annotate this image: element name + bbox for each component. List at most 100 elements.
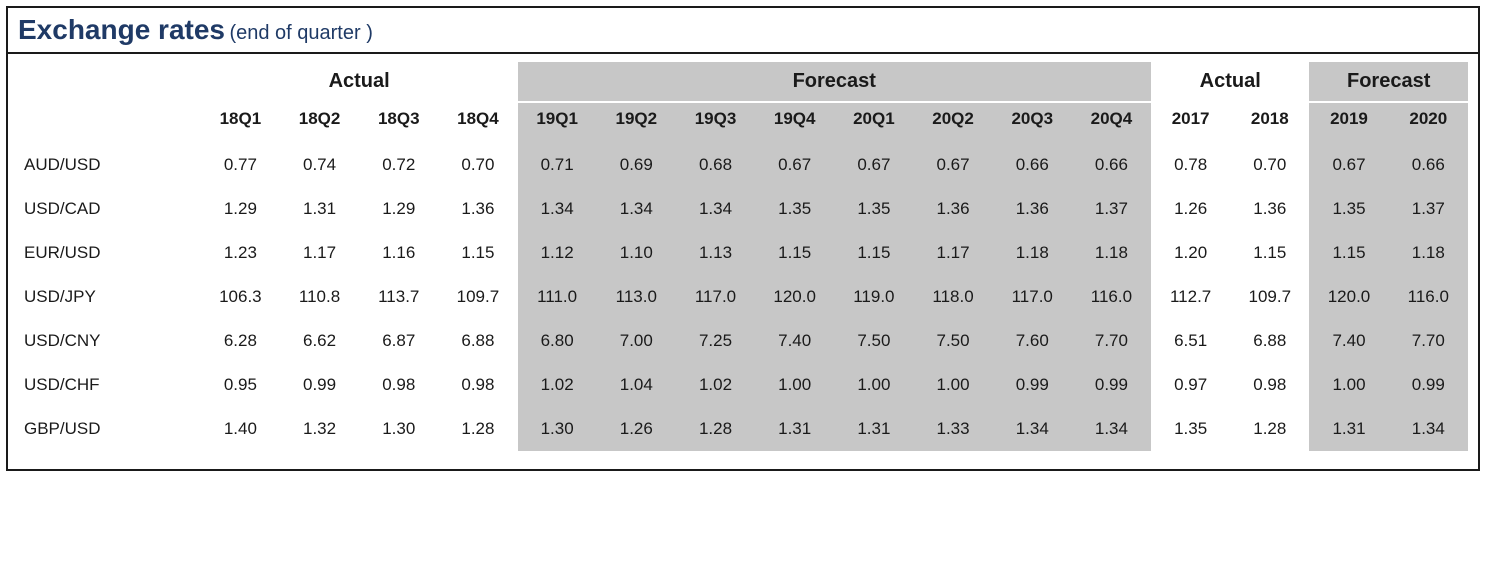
data-cell: 1.35 <box>1309 187 1388 231</box>
data-cell: 7.50 <box>913 319 992 363</box>
table-row: AUD/USD0.770.740.720.700.710.690.680.670… <box>18 143 1468 187</box>
column-header: 2017 <box>1151 102 1230 143</box>
data-cell: 1.15 <box>834 231 913 275</box>
data-cell: 1.31 <box>1309 407 1388 451</box>
table-row: USD/JPY106.3110.8113.7109.7111.0113.0117… <box>18 275 1468 319</box>
data-cell: 7.25 <box>676 319 755 363</box>
data-cell: 1.18 <box>1389 231 1468 275</box>
data-cell: 1.34 <box>518 187 597 231</box>
data-cell: 0.99 <box>280 363 359 407</box>
table-wrap: ActualForecastActualForecast 18Q118Q218Q… <box>8 54 1478 469</box>
data-cell: 1.28 <box>1230 407 1309 451</box>
data-cell: 1.17 <box>913 231 992 275</box>
data-cell: 110.8 <box>280 275 359 319</box>
group-header: Forecast <box>1309 62 1468 102</box>
data-cell: 0.78 <box>1151 143 1230 187</box>
data-cell: 0.74 <box>280 143 359 187</box>
data-cell: 112.7 <box>1151 275 1230 319</box>
data-cell: 0.69 <box>597 143 676 187</box>
exchange-rates-table: ActualForecastActualForecast 18Q118Q218Q… <box>18 62 1468 451</box>
data-cell: 106.3 <box>201 275 280 319</box>
data-cell: 1.40 <box>201 407 280 451</box>
data-cell: 1.34 <box>597 187 676 231</box>
column-header: 18Q3 <box>359 102 438 143</box>
column-header: 19Q3 <box>676 102 755 143</box>
column-header: 20Q4 <box>1072 102 1151 143</box>
data-cell: 1.34 <box>993 407 1072 451</box>
data-cell: 7.70 <box>1072 319 1151 363</box>
data-cell: 120.0 <box>755 275 834 319</box>
data-cell: 0.99 <box>1389 363 1468 407</box>
data-cell: 6.62 <box>280 319 359 363</box>
data-cell: 113.0 <box>597 275 676 319</box>
row-label: USD/CNY <box>18 319 201 363</box>
data-cell: 0.68 <box>676 143 755 187</box>
data-cell: 1.34 <box>1072 407 1151 451</box>
column-header: 18Q4 <box>438 102 517 143</box>
group-header-blank <box>18 62 201 102</box>
column-header: 20Q1 <box>834 102 913 143</box>
data-cell: 1.10 <box>597 231 676 275</box>
data-cell: 7.50 <box>834 319 913 363</box>
data-cell: 1.32 <box>280 407 359 451</box>
data-cell: 1.34 <box>676 187 755 231</box>
data-cell: 1.35 <box>1151 407 1230 451</box>
data-cell: 1.35 <box>834 187 913 231</box>
data-cell: 119.0 <box>834 275 913 319</box>
data-cell: 0.95 <box>201 363 280 407</box>
data-cell: 0.67 <box>834 143 913 187</box>
data-cell: 7.60 <box>993 319 1072 363</box>
group-header: Actual <box>1151 62 1309 102</box>
data-cell: 1.16 <box>359 231 438 275</box>
row-label: EUR/USD <box>18 231 201 275</box>
data-cell: 1.36 <box>1230 187 1309 231</box>
data-cell: 0.67 <box>1309 143 1388 187</box>
column-header: 18Q1 <box>201 102 280 143</box>
data-cell: 1.37 <box>1389 187 1468 231</box>
column-header: 20Q2 <box>913 102 992 143</box>
data-cell: 0.98 <box>438 363 517 407</box>
data-cell: 1.02 <box>518 363 597 407</box>
data-cell: 0.99 <box>1072 363 1151 407</box>
data-cell: 1.33 <box>913 407 992 451</box>
data-cell: 0.66 <box>1072 143 1151 187</box>
data-cell: 109.7 <box>438 275 517 319</box>
data-cell: 1.36 <box>438 187 517 231</box>
data-cell: 1.31 <box>280 187 359 231</box>
data-cell: 117.0 <box>676 275 755 319</box>
data-cell: 0.98 <box>1230 363 1309 407</box>
data-cell: 1.20 <box>1151 231 1230 275</box>
column-header: 20Q3 <box>993 102 1072 143</box>
table-row: EUR/USD1.231.171.161.151.121.101.131.151… <box>18 231 1468 275</box>
data-cell: 1.00 <box>755 363 834 407</box>
data-cell: 1.15 <box>438 231 517 275</box>
table-row: USD/CAD1.291.311.291.361.341.341.341.351… <box>18 187 1468 231</box>
data-cell: 1.15 <box>1230 231 1309 275</box>
data-cell: 1.00 <box>913 363 992 407</box>
data-cell: 0.71 <box>518 143 597 187</box>
data-cell: 6.88 <box>1230 319 1309 363</box>
row-label: USD/CAD <box>18 187 201 231</box>
data-cell: 1.37 <box>1072 187 1151 231</box>
data-cell: 1.00 <box>834 363 913 407</box>
data-cell: 116.0 <box>1072 275 1151 319</box>
data-cell: 1.13 <box>676 231 755 275</box>
data-cell: 1.23 <box>201 231 280 275</box>
column-header: 19Q2 <box>597 102 676 143</box>
data-cell: 1.18 <box>1072 231 1151 275</box>
table-row: USD/CHF0.950.990.980.981.021.041.021.001… <box>18 363 1468 407</box>
data-cell: 0.99 <box>993 363 1072 407</box>
row-label: USD/JPY <box>18 275 201 319</box>
data-cell: 7.00 <box>597 319 676 363</box>
data-cell: 0.98 <box>359 363 438 407</box>
title-main: Exchange rates <box>18 14 225 45</box>
row-label: AUD/USD <box>18 143 201 187</box>
data-cell: 6.87 <box>359 319 438 363</box>
data-cell: 1.35 <box>755 187 834 231</box>
data-cell: 1.15 <box>1309 231 1388 275</box>
column-header: 2020 <box>1389 102 1468 143</box>
column-header: 18Q2 <box>280 102 359 143</box>
data-cell: 1.18 <box>993 231 1072 275</box>
group-header: Actual <box>201 62 518 102</box>
table-row: GBP/USD1.401.321.301.281.301.261.281.311… <box>18 407 1468 451</box>
